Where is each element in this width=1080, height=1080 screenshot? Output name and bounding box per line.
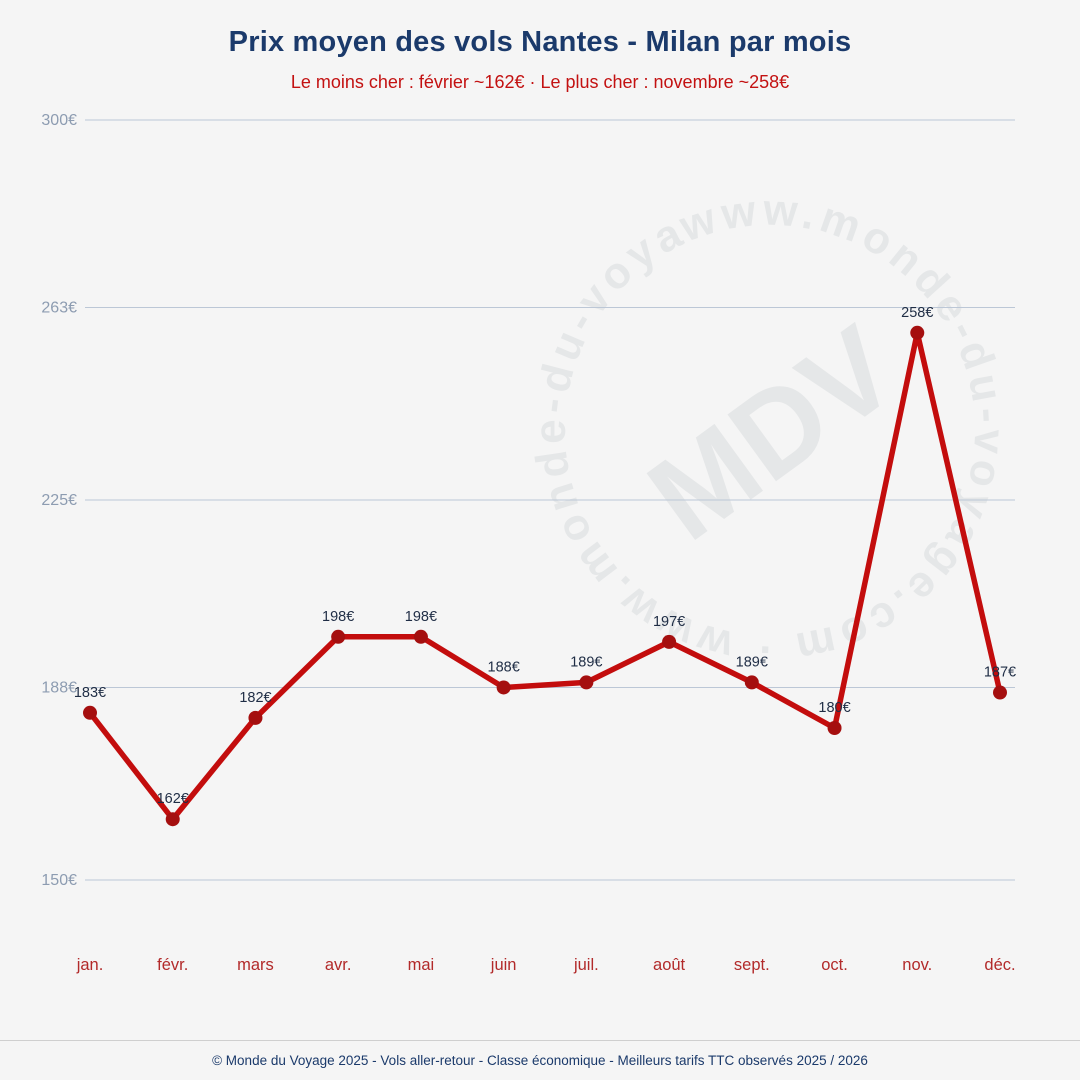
x-axis-month-label: sept. (734, 956, 770, 974)
data-point-label: 180€ (818, 700, 850, 716)
x-axis-month-label: mars (237, 956, 274, 974)
x-axis-month-label: août (653, 956, 686, 974)
data-point-label: 162€ (157, 791, 189, 807)
y-axis-tick-label: 225€ (41, 492, 77, 509)
data-point (910, 325, 925, 340)
data-point (248, 710, 263, 725)
x-axis-month-label: déc. (984, 956, 1015, 974)
data-point-label: 258€ (901, 305, 933, 321)
data-point (827, 721, 842, 735)
price-line (87, 330, 1003, 822)
data-point-label: 189€ (736, 654, 768, 670)
footer-text: © Monde du Voyage 2025 - Vols aller-reto… (212, 1053, 868, 1068)
chart-footer: © Monde du Voyage 2025 - Vols aller-reto… (0, 1040, 1080, 1080)
data-point-label: 189€ (570, 654, 602, 670)
data-point-label: 183€ (74, 685, 106, 701)
y-axis-tick-label: 150€ (41, 872, 77, 889)
site-watermark: www.monde-du-voyage.com · www.monde-du-v… (0, 0, 1080, 975)
data-point (744, 675, 759, 690)
data-point (662, 634, 677, 649)
y-axis-tick-label: 263€ (41, 299, 77, 316)
y-axis-tick-label: 188€ (41, 679, 77, 696)
data-point (496, 680, 511, 695)
y-axis-tick-label: 300€ (41, 112, 77, 129)
x-axis-month-label: mai (408, 956, 435, 974)
x-axis-month-label: oct. (821, 956, 848, 974)
x-axis-month-label: nov. (902, 956, 932, 974)
watermark-circle-text: www.monde-du-voyage.com · www.monde-du-v… (0, 0, 1080, 975)
data-point-label: 187€ (984, 665, 1016, 681)
x-axis-month-label: jan. (76, 956, 104, 974)
data-point-label: 198€ (405, 609, 437, 625)
data-point-label: 197€ (653, 614, 685, 630)
x-axis-month-label: juil. (573, 956, 599, 974)
data-point (993, 685, 1007, 700)
data-point-label: 188€ (488, 659, 520, 675)
x-axis-month-label: juin (490, 956, 517, 974)
data-point-label: 198€ (322, 609, 354, 625)
data-point (83, 705, 97, 720)
data-point-label: 182€ (239, 690, 271, 706)
data-point (413, 629, 428, 644)
data-point (165, 812, 180, 827)
x-axis-month-label: avr. (325, 956, 352, 974)
x-axis-month-label: févr. (157, 956, 188, 974)
data-point (331, 629, 346, 644)
data-point (579, 675, 594, 690)
